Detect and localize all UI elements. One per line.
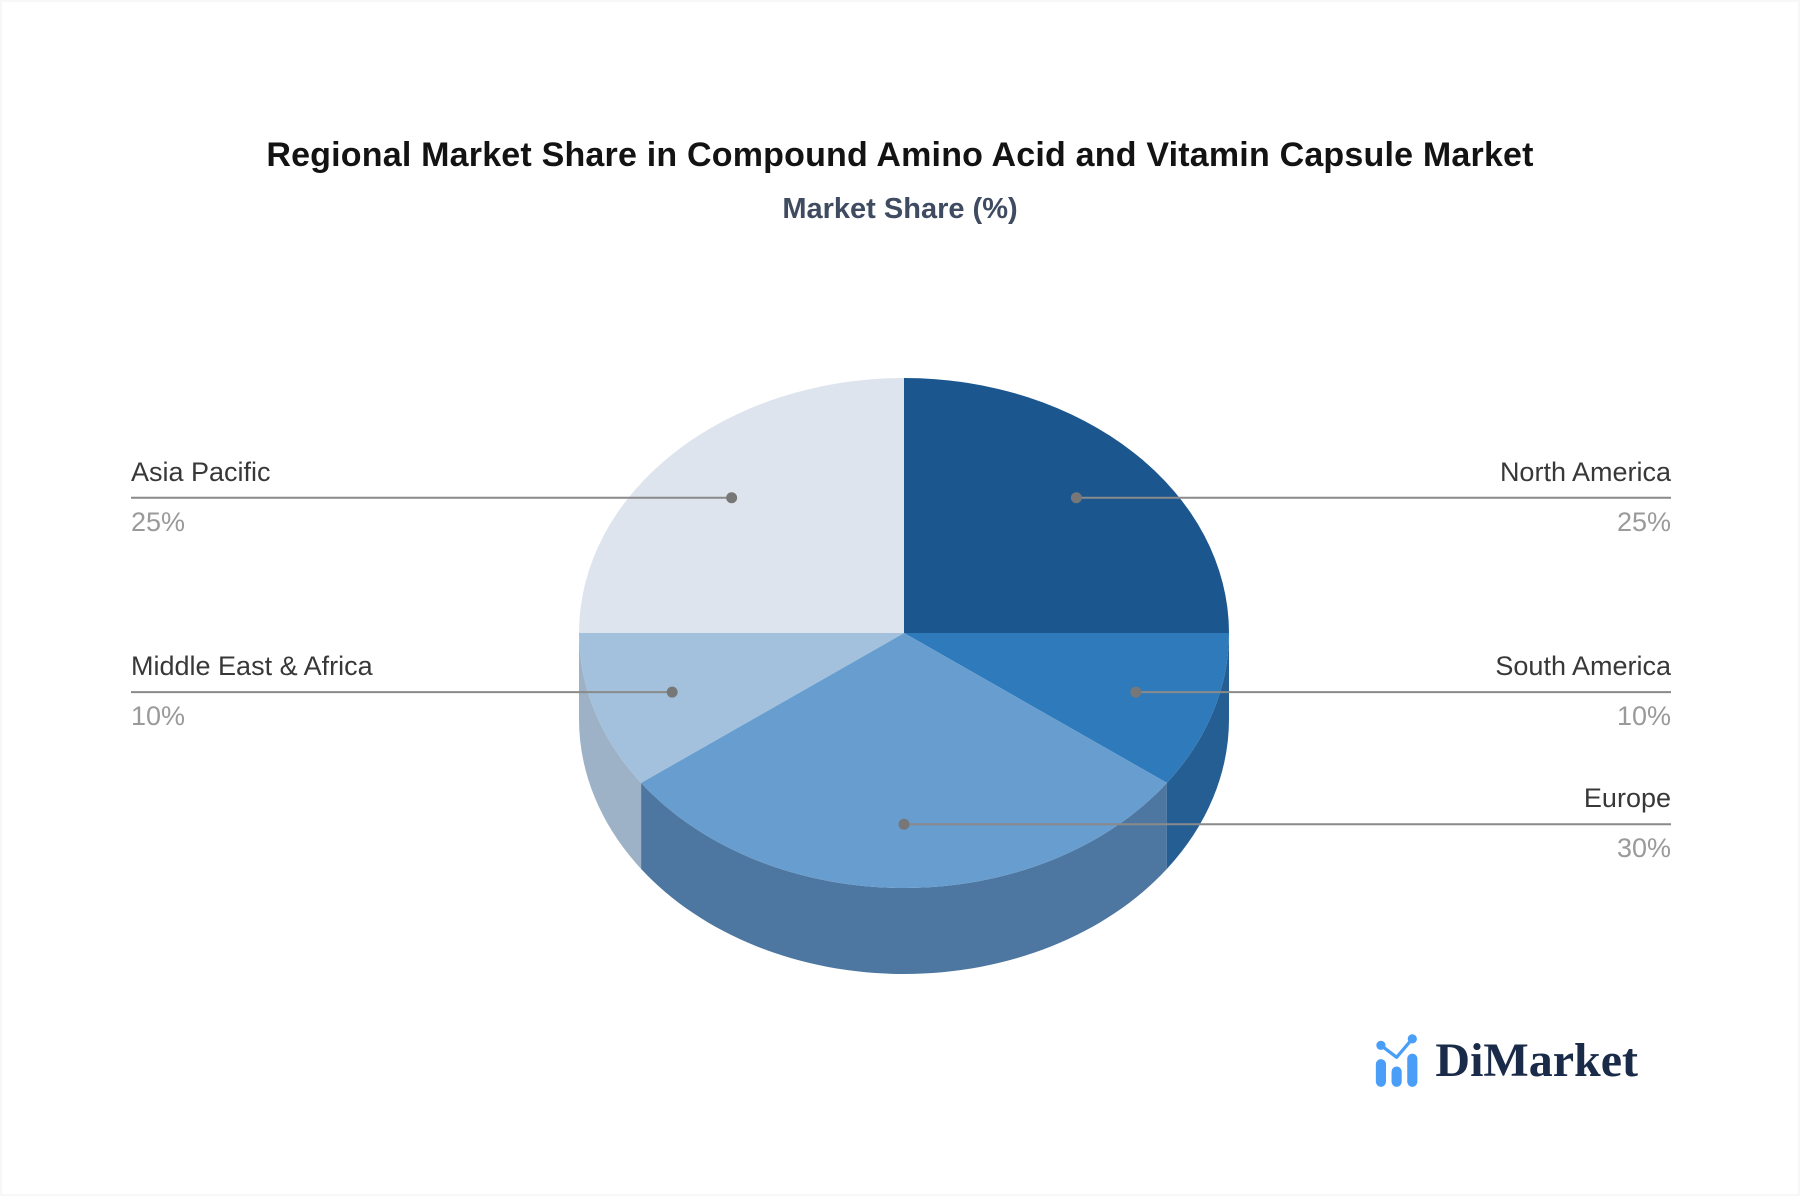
pie-value-middle-east-africa: 10% bbox=[131, 701, 186, 732]
anchor-dot-europe bbox=[898, 818, 910, 830]
chart-title: Regional Market Share in Compound Amino … bbox=[266, 136, 1534, 174]
pie-value-europe: 30% bbox=[1616, 833, 1671, 864]
anchor-dot-north-america bbox=[1070, 492, 1082, 504]
anchor-dot-asia-pacific bbox=[726, 492, 738, 504]
pie-label-europe: Europe bbox=[1583, 783, 1671, 814]
brand-name: DiMarket bbox=[1435, 1034, 1638, 1087]
pie-value-north-america: 25% bbox=[1616, 506, 1671, 537]
pie-segment-side-south-america bbox=[1166, 633, 1229, 869]
pie-segment-side-middle-east-africa bbox=[579, 633, 642, 869]
mini-bar-line-chart-icon bbox=[1376, 1034, 1418, 1087]
pie-segment-south-america bbox=[904, 633, 1229, 783]
pie-label-south-america: South America bbox=[1495, 651, 1671, 682]
pie-label-north-america: North America bbox=[1499, 456, 1671, 487]
pie-segment-middle-east-africa bbox=[579, 633, 904, 783]
pie-value-asia-pacific: 25% bbox=[131, 506, 186, 537]
brand-logo: DiMarket bbox=[1374, 1030, 1638, 1092]
anchor-dot-middle-east-africa bbox=[666, 686, 678, 698]
pie-segment-north-america bbox=[904, 378, 1229, 633]
pie-segment-side-europe bbox=[641, 782, 1167, 975]
pie-label-middle-east-africa: Middle East & Africa bbox=[131, 651, 373, 682]
pie-label-asia-pacific: Asia Pacific bbox=[131, 456, 271, 487]
pie-value-south-america: 10% bbox=[1616, 701, 1671, 732]
pie-segment-asia-pacific bbox=[579, 378, 904, 633]
chart-subtitle: Market Share (%) bbox=[782, 193, 1018, 225]
anchor-dot-south-america bbox=[1130, 686, 1142, 698]
